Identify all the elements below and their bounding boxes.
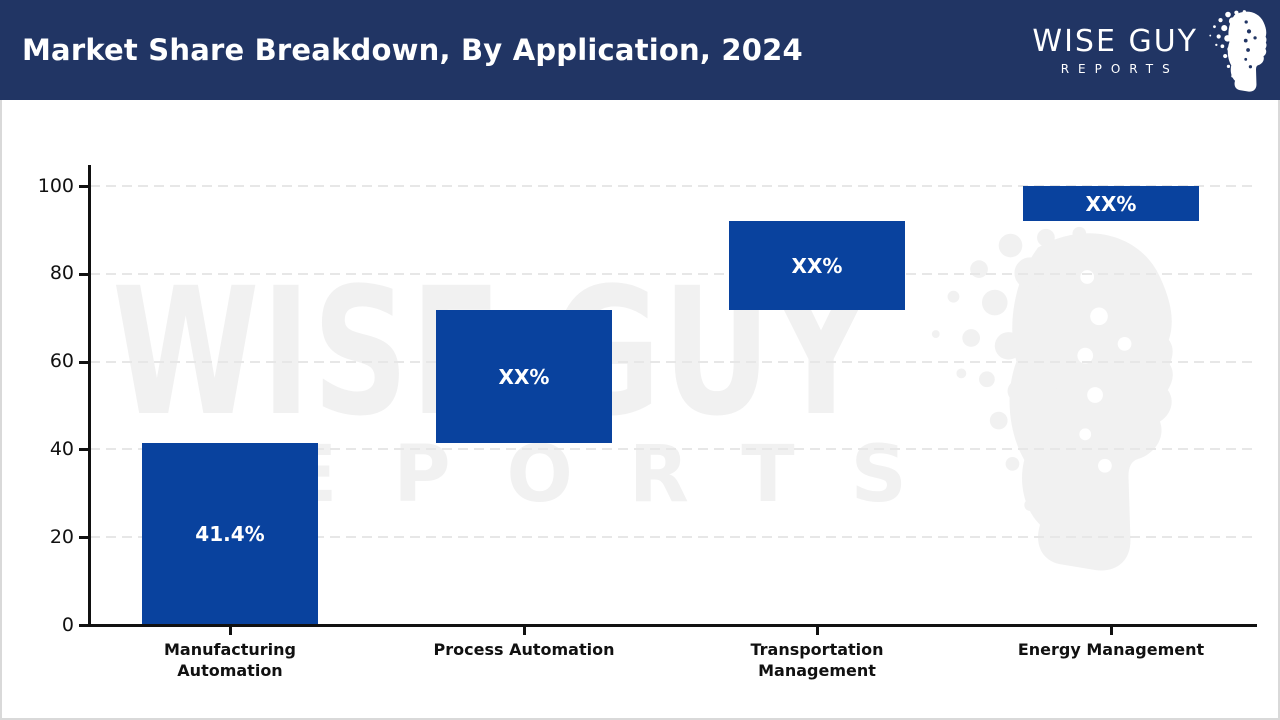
brand-face-icon <box>1200 8 1270 92</box>
gridline <box>90 185 1252 187</box>
y-tick <box>79 360 88 364</box>
y-tick <box>79 624 88 627</box>
gridline <box>90 448 1252 451</box>
bar-value-label: XX% <box>791 253 843 278</box>
bar-value-label: XX% <box>1085 191 1137 216</box>
brand-reports: REPORTS <box>1060 62 1179 76</box>
gridline <box>90 360 1252 363</box>
bar-value-label: XX% <box>498 364 550 389</box>
watermark-face-icon <box>892 218 1188 572</box>
y-tick <box>79 536 88 540</box>
x-category-label: Process Automation <box>433 640 615 659</box>
y-tick <box>79 272 88 276</box>
gridline <box>90 536 1252 539</box>
bar-value-label: 41.4% <box>195 522 265 547</box>
x-tick <box>522 627 526 635</box>
x-tick <box>1109 627 1113 635</box>
brand-logo: WISE GUY REPORTS <box>1032 0 1270 100</box>
bar: 41.4% <box>142 443 318 625</box>
page-header: Market Share Breakdown, By Application, … <box>0 0 1280 100</box>
bar: XX% <box>1023 186 1199 222</box>
y-tick-label: 60 <box>49 350 74 373</box>
y-tick-label: 0 <box>61 613 74 636</box>
y-axis-line <box>88 165 91 627</box>
x-category-label: Energy Management <box>1017 640 1205 659</box>
x-tick <box>228 627 232 635</box>
x-axis-line <box>87 624 1257 627</box>
x-category-label: Manufacturing Automation <box>164 640 296 680</box>
y-tick-label: 80 <box>49 262 74 285</box>
bar: XX% <box>729 221 905 311</box>
y-tick <box>79 448 88 452</box>
y-tick <box>79 185 88 188</box>
bar: XX% <box>436 310 612 444</box>
chart-title: Market Share Breakdown, By Application, … <box>22 33 803 67</box>
y-tick-label: 40 <box>49 437 74 460</box>
y-tick-label: 100 <box>37 174 74 197</box>
brand-text: WISE GUY REPORTS <box>1032 24 1198 76</box>
x-tick <box>815 627 819 635</box>
gridline <box>90 272 1252 275</box>
brand-name: WISE GUY <box>1032 24 1198 59</box>
x-category-label: Transportation Management <box>750 640 884 680</box>
y-tick-label: 20 <box>49 525 74 548</box>
